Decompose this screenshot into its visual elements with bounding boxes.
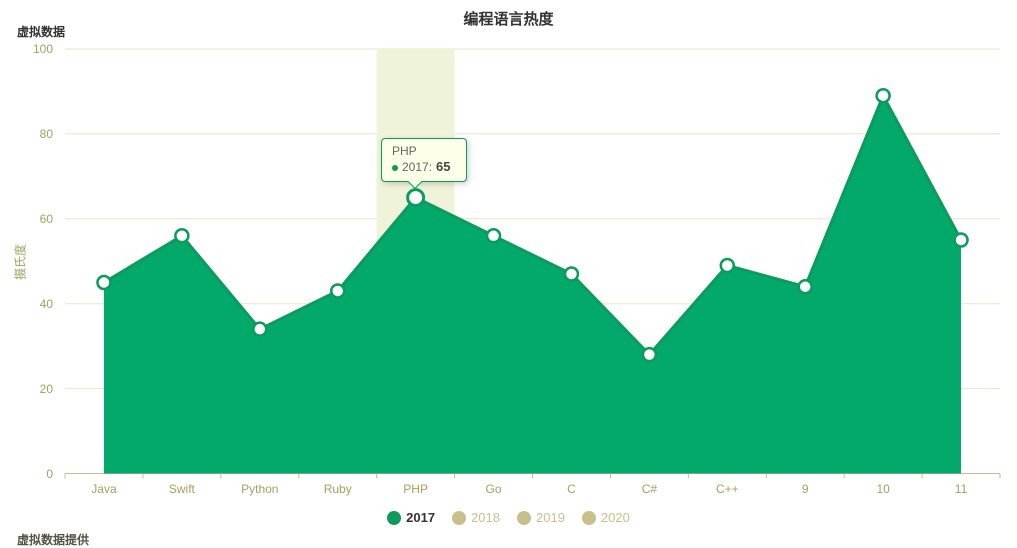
tooltip-value-row: 2017: 65 <box>392 159 456 175</box>
y-axis-label: 20 <box>39 381 53 396</box>
legend-marker-icon <box>452 510 467 525</box>
legend-label: 2019 <box>536 510 565 525</box>
tooltip-value: 65 <box>436 159 451 174</box>
legend-label: 2017 <box>406 510 436 525</box>
tooltip-category: PHP <box>392 144 417 158</box>
data-point-C#[interactable] <box>641 346 658 363</box>
data-point-11[interactable] <box>953 232 969 248</box>
y-axis-label: 40 <box>39 296 53 311</box>
legend-item-2018[interactable]: 2018 <box>452 510 500 525</box>
clipped-footer-text: 虚拟数据提供 <box>17 533 90 547</box>
x-axis-label: C <box>567 482 576 496</box>
x-axis-label: C# <box>641 482 658 496</box>
y-axis-label: 60 <box>39 211 53 226</box>
data-point-C++[interactable] <box>719 257 736 274</box>
series-line <box>102 94 963 357</box>
y-axis-label: 80 <box>39 126 53 141</box>
series-area-fill <box>103 95 962 474</box>
x-axis-label: Ruby <box>323 482 352 496</box>
tooltip: PHP 2017: 65 <box>381 138 467 190</box>
legend-marker-icon <box>581 510 596 525</box>
legend-label: 2018 <box>471 510 500 525</box>
data-point-Go[interactable] <box>485 228 502 244</box>
x-axis-label: Swift <box>168 482 195 496</box>
tooltip-series-label: 2017: <box>402 160 433 174</box>
data-point-9[interactable] <box>797 278 813 295</box>
legend-marker-icon <box>387 510 402 525</box>
legend-item-2020[interactable]: 2020 <box>581 510 630 525</box>
data-point-Python[interactable] <box>252 321 268 337</box>
y-axis-label: 100 <box>32 42 53 56</box>
page-title: 编程语言热度 <box>463 11 554 28</box>
x-axis-label: PHP <box>403 482 428 496</box>
legend-item-2019[interactable]: 2019 <box>517 510 565 525</box>
x-axis-label: Java <box>91 482 117 496</box>
x-axis-label: C++ <box>715 482 739 496</box>
x-axis-label: Python <box>241 482 279 496</box>
x-axis-label: Go <box>485 482 502 496</box>
x-axis-labels: Java Swift Python Ruby PHP Go C C# C++ 9 10 11 <box>0 482 1017 498</box>
data-point-Swift[interactable] <box>174 228 190 244</box>
legend-item-2017[interactable]: 2017 <box>387 510 435 525</box>
legend-marker-icon <box>517 510 531 525</box>
x-axis-label: 11 <box>954 482 968 496</box>
legend: 2017 2018 2019 2020 <box>0 510 1017 525</box>
y-axis-label: 0 <box>46 466 53 481</box>
x-axis-label: 9 <box>801 482 809 496</box>
tooltip-series-marker-icon <box>392 164 398 171</box>
data-point-PHP[interactable] <box>406 188 426 208</box>
x-axis-label: 10 <box>876 482 890 496</box>
data-point-Java[interactable] <box>96 274 112 291</box>
data-point-C[interactable] <box>563 266 580 282</box>
y-axis-labels: 0 20 40 60 80 100 <box>0 0 60 539</box>
data-point-Ruby[interactable] <box>329 283 346 299</box>
legend-label: 2020 <box>600 510 630 525</box>
data-point-10[interactable] <box>875 87 891 104</box>
subtitle-text: 虚拟数据 <box>17 25 66 39</box>
